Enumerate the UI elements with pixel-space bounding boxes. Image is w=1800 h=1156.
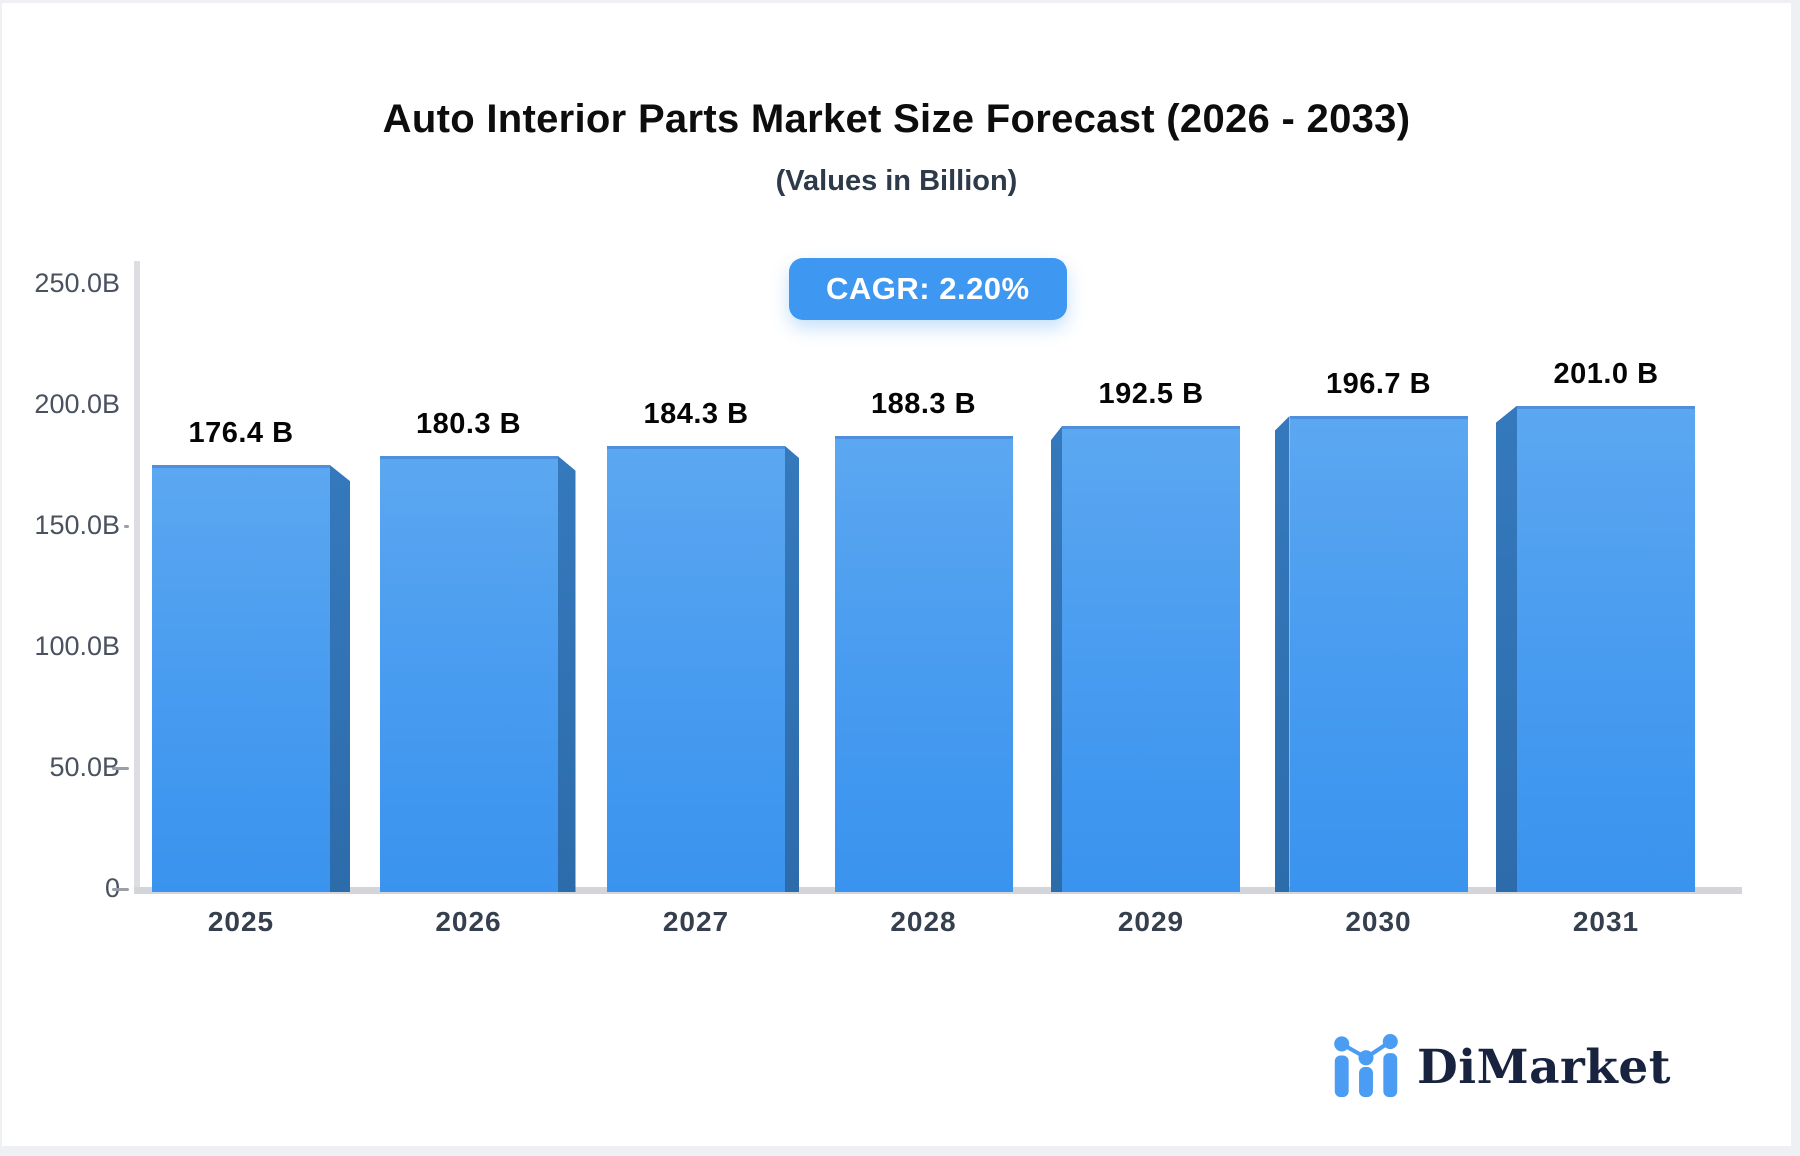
x-tick-label: 2027 — [662, 906, 730, 937]
bar-value-label: 188.3 B — [870, 388, 977, 421]
bar-face — [152, 465, 330, 892]
bar-side-3d — [785, 445, 799, 892]
bar-side-3d — [1274, 415, 1290, 892]
x-tick-label: 2028 — [890, 906, 957, 937]
cagr-badge: CAGR: 2.20% — [789, 258, 1067, 320]
page-title: Auto Interior Parts Market Size Forecast… — [382, 97, 1411, 141]
bar-value-label: 201.0 B — [1553, 357, 1659, 390]
bar-side-3d — [1496, 405, 1517, 892]
mini-bar-chart-icon — [1334, 1034, 1398, 1098]
page-subtitle: (Values in Billion) — [775, 165, 1018, 197]
x-tick-label: 2026 — [435, 906, 502, 937]
brand-logo-text: DiMarket — [1416, 1039, 1671, 1095]
bar-face — [607, 445, 785, 892]
x-tick-label: 2029 — [1117, 906, 1185, 937]
chart-card: Auto Interior Parts Market Size Forecast… — [2, 3, 1791, 1146]
y-tick-label: 200.0B — [34, 389, 120, 419]
y-tick-mark — [112, 767, 129, 770]
bar-value-label: 196.7 B — [1325, 367, 1432, 400]
bar-face — [379, 455, 558, 892]
x-tick-label: 2031 — [1572, 906, 1640, 937]
bar-side-3d — [557, 455, 576, 892]
bar-value-label: 180.3 B — [415, 407, 522, 440]
bar-value-label: 192.5 B — [1098, 378, 1204, 411]
y-tick-mark — [124, 525, 129, 528]
bar-side-3d — [1051, 426, 1062, 892]
y-tick-label: 150.0B — [34, 510, 120, 540]
y-tick-label: 0 — [2, 873, 120, 904]
bar-face — [1289, 415, 1468, 892]
bar-face — [1517, 405, 1695, 892]
y-axis-line — [134, 261, 140, 891]
y-tick-label: 50.0B — [49, 752, 120, 782]
bar-face — [1062, 426, 1240, 892]
bar-value-label: 176.4 B — [188, 417, 294, 450]
y-tick-label: 250.0B — [34, 268, 120, 298]
y-tick-label: 100.0B — [34, 631, 120, 661]
bar-face — [834, 436, 1013, 892]
x-tick-label: 2025 — [207, 906, 275, 937]
brand-logo: DiMarket — [1329, 1030, 1671, 1104]
y-tick-mark — [112, 888, 129, 891]
bar-value-label: 184.3 B — [643, 397, 749, 430]
bar-side-3d — [330, 465, 350, 892]
x-tick-label: 2030 — [1345, 906, 1412, 937]
